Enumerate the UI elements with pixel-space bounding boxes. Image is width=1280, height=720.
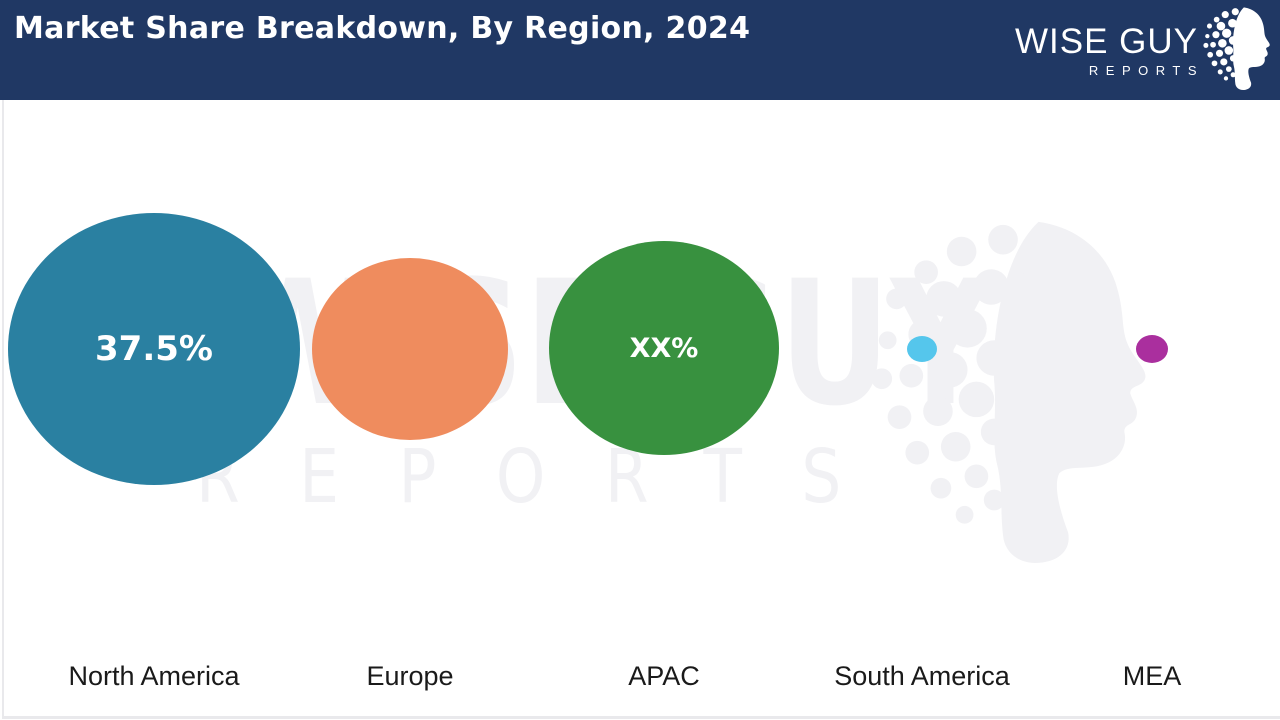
category-label-south-america: South America: [834, 661, 1010, 691]
bubble-north-america: 37.5%: [8, 213, 300, 485]
logo-subtext: REPORTS: [1088, 62, 1204, 78]
bubble-south-america: [907, 336, 937, 362]
category-label-europe: Europe: [366, 661, 454, 691]
bubble-apac: XX%: [549, 241, 779, 455]
watermark-head-icon: [871, 221, 1146, 563]
category-label-mea: MEA: [1122, 661, 1182, 691]
category-label-apac: APAC: [628, 661, 700, 691]
category-label-north-america: North America: [68, 661, 240, 691]
logo-wordmark: WISE GUY: [1014, 22, 1198, 61]
logo-text-block: WISE GUY REPORTS: [1014, 22, 1198, 78]
page-title: Market Share Breakdown, By Region, 2024: [14, 11, 751, 46]
watermark-subtext: REPORTS: [196, 434, 901, 520]
bubble-value-label-north-america: 37.5%: [95, 329, 213, 369]
plot-bottom-spine: [2, 716, 1280, 719]
header-bar: Market Share Breakdown, By Region, 2024 …: [0, 0, 1280, 100]
bubble-value-label-apac: XX%: [629, 332, 699, 364]
wiseguy-head-icon: [1203, 7, 1270, 91]
plot-left-spine: [2, 100, 4, 718]
bubble-europe: [312, 258, 508, 440]
wiseguy-logo: WISE GUY REPORTS: [1015, 6, 1272, 92]
bubble-mea: [1136, 335, 1168, 363]
